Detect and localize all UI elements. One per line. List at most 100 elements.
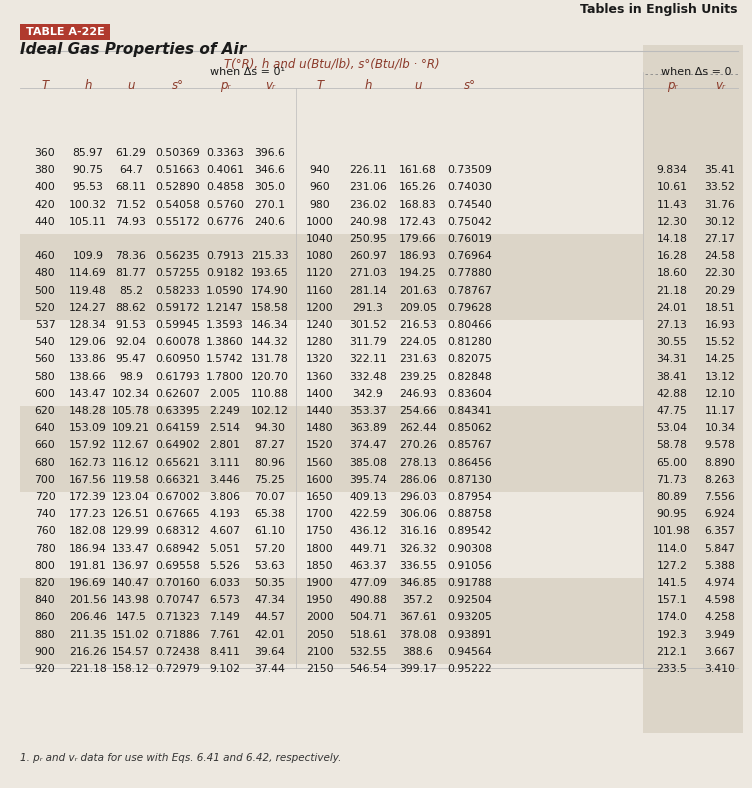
Text: 0.76019: 0.76019	[447, 234, 493, 244]
Text: 3.111: 3.111	[210, 458, 241, 467]
Text: 0.64902: 0.64902	[156, 440, 201, 451]
Text: 396.6: 396.6	[255, 148, 286, 158]
Text: 5.847: 5.847	[705, 544, 735, 554]
Text: 780: 780	[35, 544, 56, 554]
Text: 38.41: 38.41	[656, 372, 687, 381]
Text: 65.38: 65.38	[255, 509, 286, 519]
Text: 147.5: 147.5	[116, 612, 147, 623]
Text: 224.05: 224.05	[399, 337, 437, 348]
FancyBboxPatch shape	[20, 24, 110, 40]
Text: 61.10: 61.10	[254, 526, 286, 537]
Text: 186.94: 186.94	[69, 544, 107, 554]
Text: 363.89: 363.89	[349, 423, 387, 433]
Text: 42.01: 42.01	[254, 630, 286, 640]
Text: 0.72438: 0.72438	[156, 647, 200, 657]
Text: 168.83: 168.83	[399, 199, 437, 210]
Text: 6.357: 6.357	[705, 526, 735, 537]
Text: 8.890: 8.890	[705, 458, 735, 467]
Text: 42.88: 42.88	[656, 388, 687, 399]
Text: 124.27: 124.27	[69, 303, 107, 313]
Text: 215.33: 215.33	[251, 251, 289, 261]
Text: 395.74: 395.74	[349, 475, 387, 485]
Text: 0.86456: 0.86456	[447, 458, 493, 467]
Text: 144.32: 144.32	[251, 337, 289, 348]
Text: 0.4061: 0.4061	[206, 165, 244, 175]
Text: pᵣ: pᵣ	[667, 79, 678, 92]
Text: 278.13: 278.13	[399, 458, 437, 467]
Text: 143.47: 143.47	[69, 388, 107, 399]
Text: 0.90308: 0.90308	[447, 544, 493, 554]
Text: 286.06: 286.06	[399, 475, 437, 485]
Text: 153.09: 153.09	[69, 423, 107, 433]
Text: 109.9: 109.9	[72, 251, 104, 261]
Text: 500: 500	[35, 285, 56, 296]
Text: 367.61: 367.61	[399, 612, 437, 623]
Text: 0.7913: 0.7913	[206, 251, 244, 261]
Text: 88.62: 88.62	[116, 303, 147, 313]
Text: 254.66: 254.66	[399, 406, 437, 416]
Text: 3.410: 3.410	[705, 664, 735, 674]
Text: 0.91056: 0.91056	[447, 561, 493, 571]
Text: 560: 560	[35, 355, 56, 364]
Text: 760: 760	[35, 526, 56, 537]
Text: 322.11: 322.11	[349, 355, 387, 364]
Text: 162.73: 162.73	[69, 458, 107, 467]
Text: 1560: 1560	[306, 458, 334, 467]
Text: s°: s°	[172, 79, 184, 92]
Text: 0.58233: 0.58233	[156, 285, 200, 296]
Text: 239.25: 239.25	[399, 372, 437, 381]
Text: 436.12: 436.12	[349, 526, 387, 537]
Text: 9.102: 9.102	[210, 664, 241, 674]
Text: 3.446: 3.446	[210, 475, 241, 485]
Text: 57.20: 57.20	[254, 544, 286, 554]
Text: 388.6: 388.6	[402, 647, 433, 657]
Text: 71.73: 71.73	[656, 475, 687, 485]
Text: 5.051: 5.051	[210, 544, 241, 554]
Text: 0.94564: 0.94564	[447, 647, 493, 657]
Text: 138.66: 138.66	[69, 372, 107, 381]
Text: u: u	[127, 79, 135, 92]
Text: 30.55: 30.55	[656, 337, 687, 348]
Text: 206.46: 206.46	[69, 612, 107, 623]
Text: 800: 800	[35, 561, 56, 571]
Text: 105.11: 105.11	[69, 217, 107, 227]
Text: 95.53: 95.53	[72, 182, 104, 192]
Text: 16.28: 16.28	[656, 251, 687, 261]
Text: 240.98: 240.98	[349, 217, 387, 227]
Text: h: h	[364, 79, 371, 92]
Text: 129.99: 129.99	[112, 526, 150, 537]
Text: 1. pᵣ and vᵣ data for use with Eqs. 6.41 and 6.42, respectively.: 1. pᵣ and vᵣ data for use with Eqs. 6.41…	[20, 753, 341, 763]
Text: 316.16: 316.16	[399, 526, 437, 537]
Text: 92.04: 92.04	[116, 337, 147, 348]
Text: 0.85062: 0.85062	[447, 423, 493, 433]
Text: 0.81280: 0.81280	[447, 337, 493, 348]
Text: 840: 840	[35, 595, 56, 605]
Text: 240.6: 240.6	[254, 217, 286, 227]
Text: 133.86: 133.86	[69, 355, 107, 364]
Text: 70.07: 70.07	[254, 492, 286, 502]
Text: vᵣ: vᵣ	[265, 79, 275, 92]
Text: 720: 720	[35, 492, 56, 502]
Text: T(°R), h and u(Btu/lb), s°(Btu/lb · °R): T(°R), h and u(Btu/lb), s°(Btu/lb · °R)	[223, 57, 439, 70]
Text: 136.97: 136.97	[112, 561, 150, 571]
Text: 50.35: 50.35	[254, 578, 286, 588]
Text: 158.12: 158.12	[112, 664, 150, 674]
Text: 1750: 1750	[306, 526, 334, 537]
Text: 11.17: 11.17	[705, 406, 735, 416]
Text: 7.556: 7.556	[705, 492, 735, 502]
Text: 98.9: 98.9	[119, 372, 143, 381]
Text: 85.97: 85.97	[72, 148, 104, 158]
Text: 1480: 1480	[306, 423, 334, 433]
Text: 146.34: 146.34	[251, 320, 289, 330]
Text: 33.52: 33.52	[705, 182, 735, 192]
Text: 1.5742: 1.5742	[206, 355, 244, 364]
Text: 0.87954: 0.87954	[447, 492, 493, 502]
Text: 2.249: 2.249	[210, 406, 241, 416]
Text: 0.77880: 0.77880	[447, 269, 493, 278]
Text: 30.12: 30.12	[705, 217, 735, 227]
Text: 0.51663: 0.51663	[156, 165, 200, 175]
Text: 157.1: 157.1	[656, 595, 687, 605]
Text: 0.72979: 0.72979	[156, 664, 200, 674]
Text: 0.91788: 0.91788	[447, 578, 493, 588]
Text: 3.806: 3.806	[210, 492, 241, 502]
